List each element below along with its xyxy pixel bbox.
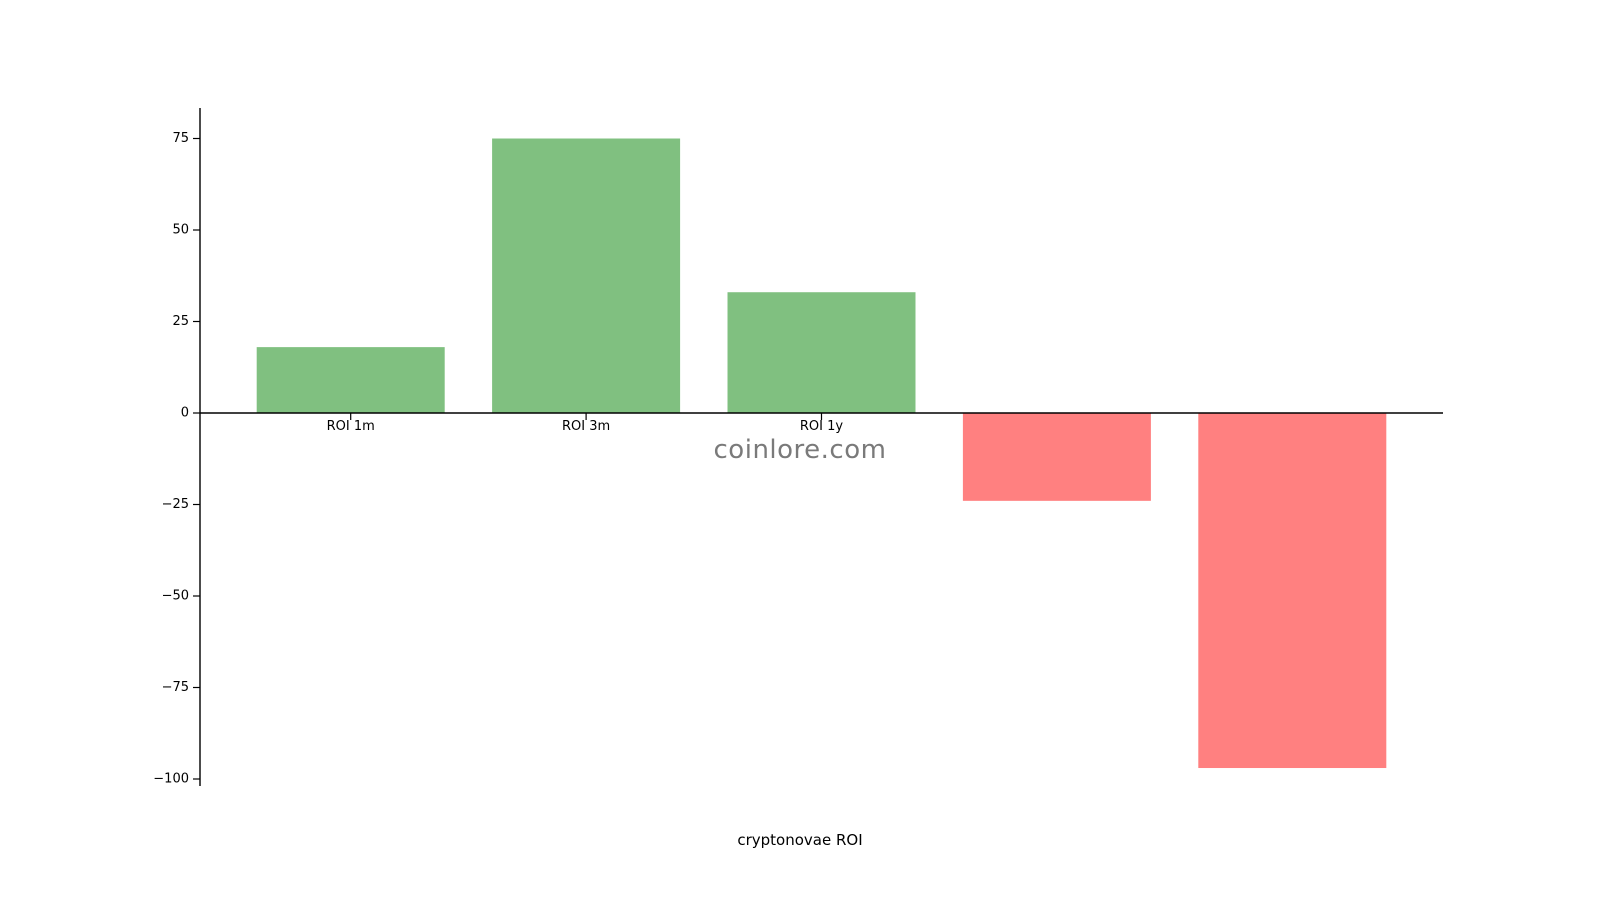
x-tick-label-roi-3m: ROI 3m [562,419,610,434]
y-tick-label: 25 [172,314,189,329]
bar-roi-4 [962,413,1151,501]
x-tick-label-roi-1m: ROI 1m [327,419,375,434]
y-tick-label: −75 [162,680,189,695]
bar-roi-1y [727,292,916,413]
y-tick-label: 75 [172,131,189,146]
bar-roi-3m [492,138,681,413]
chart-title: cryptonovae ROI [737,831,863,849]
y-tick-label: 50 [172,223,189,238]
bar-roi-1m [256,347,445,413]
y-tick-label: −50 [162,589,189,604]
x-tick-label-roi-1y: ROI 1y [800,419,844,434]
y-tick-label: −25 [162,497,189,512]
y-tick-label: 0 [181,406,189,421]
y-tick-label: −100 [153,772,189,787]
bar-roi-5 [1198,413,1387,769]
